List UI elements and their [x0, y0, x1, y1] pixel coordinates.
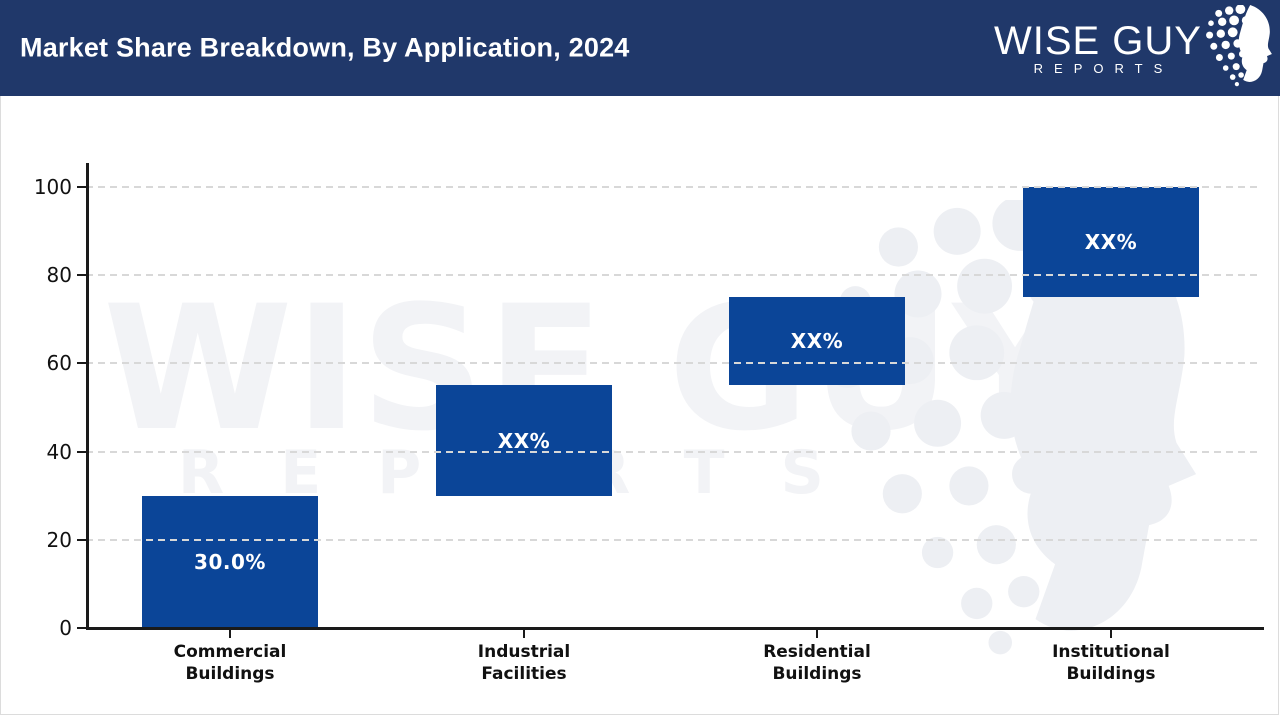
- x-tick-0: [229, 630, 231, 638]
- x-tick-1: [523, 630, 525, 638]
- bar-institutional-buildings: XX%: [1023, 187, 1199, 298]
- y-tick-label-80: 80: [46, 263, 72, 288]
- y-tick-20: [77, 538, 86, 541]
- y-tick-label-60: 60: [46, 351, 72, 376]
- gridline-80: [86, 274, 1262, 277]
- x-tick-2: [816, 630, 818, 638]
- bar-residential-buildings: XX%: [729, 297, 905, 386]
- brand-subtext: REPORTS: [1033, 60, 1174, 76]
- y-tick-label-0: 0: [59, 616, 72, 640]
- bar-value-label: XX%: [497, 428, 551, 453]
- x-category-label: Institutional Buildings: [1052, 642, 1170, 685]
- bar-value-label: XX%: [1084, 230, 1138, 255]
- y-tick-label-100: 100: [33, 175, 72, 199]
- header-bar: Market Share Breakdown, By Application, …: [0, 0, 1280, 96]
- bar-commercial-buildings: 30.0%: [142, 495, 318, 628]
- y-tick-60: [77, 362, 86, 365]
- x-category-label: Commercial Buildings: [173, 642, 287, 685]
- y-axis-spine: [86, 163, 89, 630]
- gridline-100: [86, 186, 1262, 188]
- brand-logo: WISE GUY REPORTS: [994, 5, 1274, 89]
- y-tick-0: [77, 627, 86, 629]
- gridline-20: [86, 538, 1262, 541]
- brand-dotface-icon: [1204, 5, 1274, 89]
- brand-wordmark: WISE GUY: [993, 18, 1202, 63]
- x-axis-spine: [86, 627, 1264, 630]
- bar-value-label: 30.0%: [194, 549, 266, 574]
- page-title: Market Share Breakdown, By Application, …: [20, 32, 630, 63]
- y-tick-40: [77, 450, 86, 453]
- x-category-label: Industrial Facilities: [477, 642, 571, 685]
- gridline-60: [86, 362, 1262, 365]
- figure-border: [0, 96, 1279, 715]
- gridline-40: [86, 450, 1262, 453]
- brand-logo-text: WISE GUY REPORTS: [994, 19, 1202, 76]
- x-category-label: Residential Buildings: [763, 642, 871, 685]
- bar-value-label: XX%: [790, 329, 844, 354]
- y-tick-80: [77, 274, 86, 277]
- y-tick-label-20: 20: [46, 527, 72, 552]
- y-tick-100: [77, 186, 86, 188]
- x-tick-3: [1110, 630, 1112, 638]
- bar-industrial-facilities: XX%: [436, 385, 612, 496]
- y-tick-label-40: 40: [46, 439, 72, 464]
